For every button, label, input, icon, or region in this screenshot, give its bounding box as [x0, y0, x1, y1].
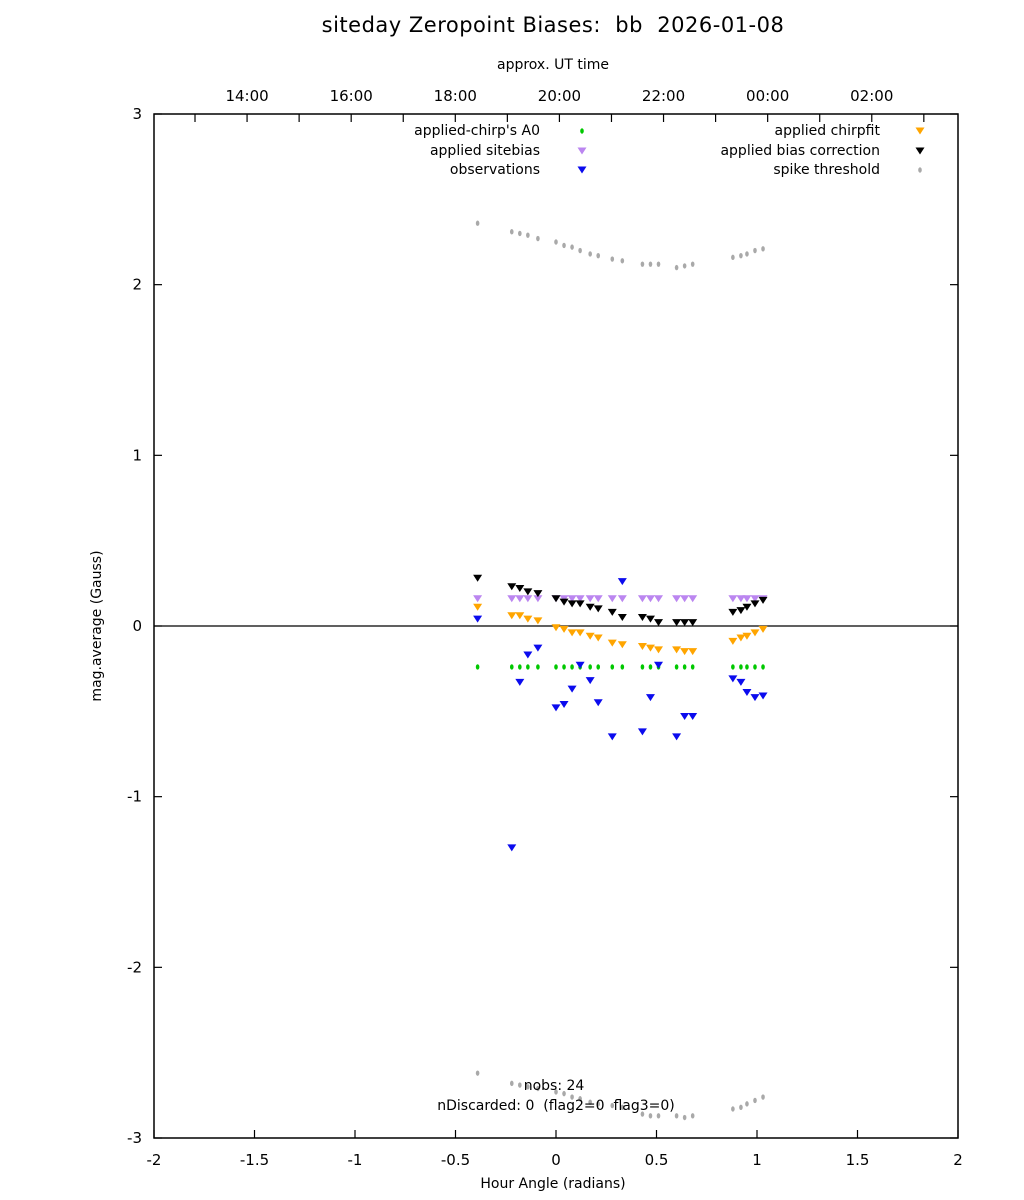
black-triangle-marker-icon: [915, 147, 925, 155]
svg-text:18:00: 18:00: [434, 87, 477, 105]
svg-text:22:00: 22:00: [642, 87, 685, 105]
svg-text:-3: -3: [127, 1129, 142, 1147]
y-axis-label: mag.average (Gauss): [89, 550, 105, 702]
svg-text:3: 3: [132, 105, 142, 123]
orange-triangle-marker-icon: [915, 127, 925, 135]
svg-text:0: 0: [132, 617, 142, 635]
svg-text:2: 2: [132, 276, 142, 294]
svg-text:-1.5: -1.5: [240, 1151, 269, 1169]
svg-text:-2: -2: [127, 958, 142, 976]
legend-label-applied-chirps-a0: applied-chirp's A0: [414, 123, 540, 139]
svg-text:20:00: 20:00: [538, 87, 581, 105]
svg-text:16:00: 16:00: [330, 87, 373, 105]
svg-text:0.5: 0.5: [645, 1151, 669, 1169]
svg-text:00:00: 00:00: [746, 87, 789, 105]
legend-label-spike-threshold: spike threshold: [773, 162, 880, 178]
x-axis-label: Hour Angle (radians): [480, 1176, 626, 1192]
blue-triangle-marker-icon: [577, 166, 587, 174]
green-dot-marker-icon: [580, 128, 584, 134]
nobs-annotation: nobs: 24: [523, 1078, 585, 1094]
chart-title: siteday Zeropoint Biases: bb 2026-01-08: [321, 13, 785, 37]
violet-triangle-marker-icon: [577, 147, 587, 155]
svg-text:02:00: 02:00: [850, 87, 893, 105]
svg-text:0: 0: [551, 1151, 561, 1169]
legend-label-observations: observations: [449, 162, 540, 178]
legend-label-applied-bias-correction: applied bias correction: [720, 143, 880, 159]
ndiscarded-annotation: nDiscarded: 0 (flag2=0 flag3=0): [437, 1098, 675, 1114]
svg-text:14:00: 14:00: [225, 87, 268, 105]
svg-text:1: 1: [752, 1151, 762, 1169]
svg-text:-0.5: -0.5: [441, 1151, 470, 1169]
top-axis-label: approx. UT time: [497, 57, 609, 73]
svg-text:2: 2: [953, 1151, 963, 1169]
gray-dot-marker-icon: [918, 167, 922, 173]
svg-text:-1: -1: [348, 1151, 363, 1169]
svg-text:1.5: 1.5: [846, 1151, 870, 1169]
svg-text:1: 1: [132, 446, 142, 464]
legend-label-applied-sitebias: applied sitebias: [429, 143, 540, 159]
svg-text:-2: -2: [147, 1151, 162, 1169]
legend-label-applied-chirpfit: applied chirpfit: [774, 123, 881, 139]
svg-text:-1: -1: [127, 788, 142, 806]
